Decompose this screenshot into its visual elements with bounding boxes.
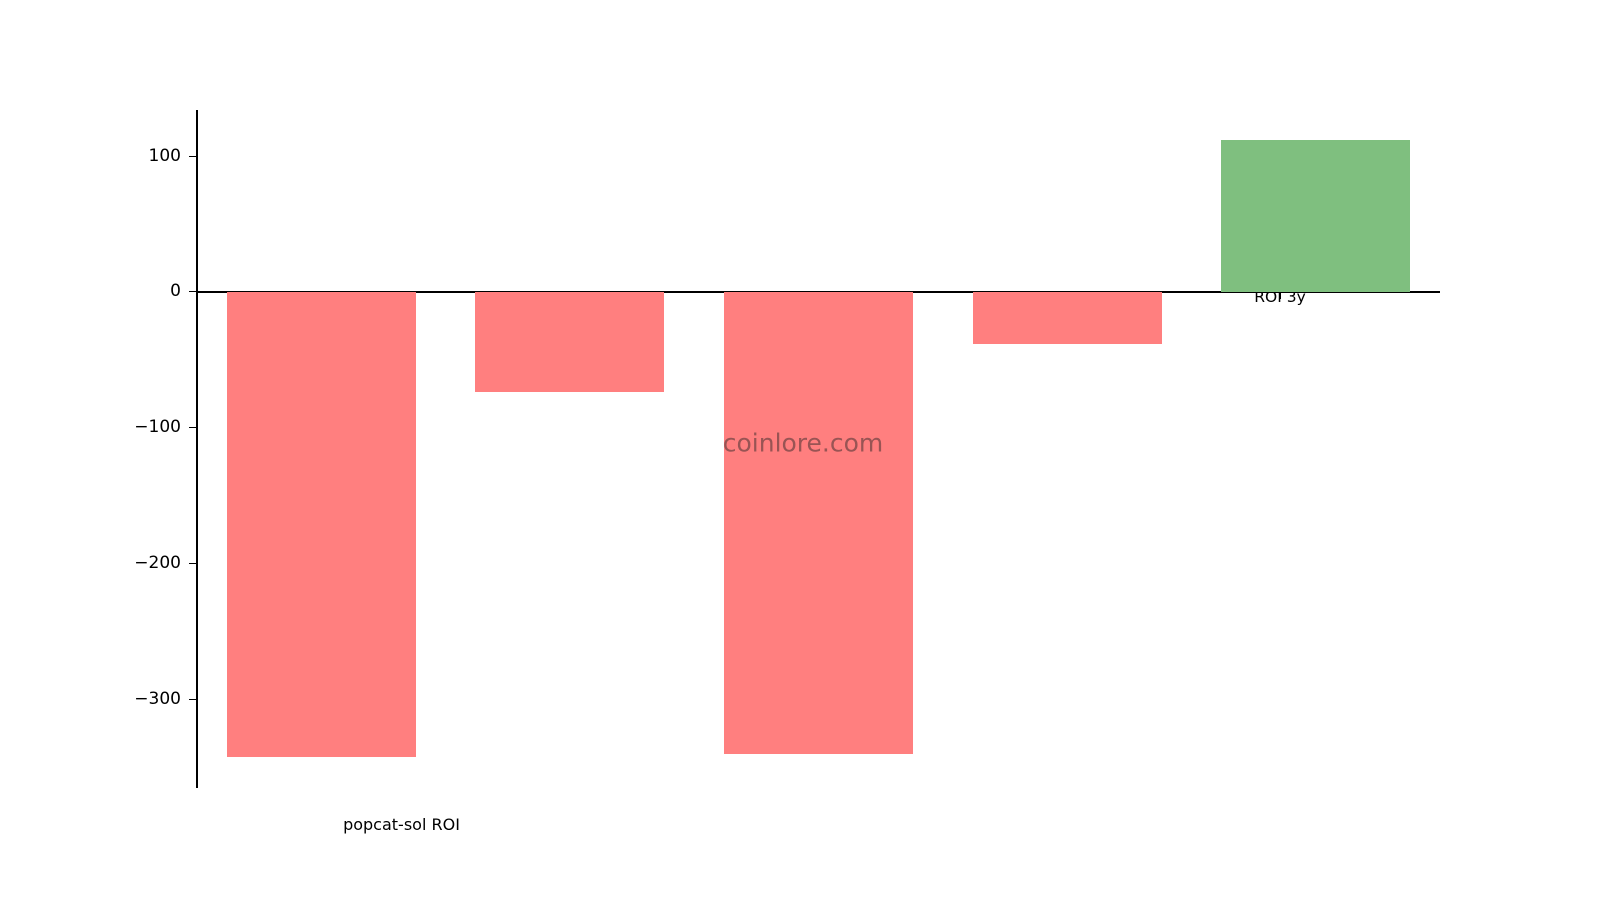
y-tick-label-m100: −100 bbox=[134, 417, 181, 437]
y-tick-mark-m200 bbox=[189, 563, 197, 565]
y-tick-label-0: 0 bbox=[170, 281, 181, 301]
bar-4[interactable] bbox=[1221, 139, 1411, 292]
y-tick-mark-100 bbox=[189, 156, 197, 158]
bar-1[interactable] bbox=[475, 292, 665, 392]
y-tick-mark-m300 bbox=[189, 699, 197, 701]
y-tick-label-m200: −200 bbox=[134, 553, 181, 573]
y-tick-mark-m100 bbox=[189, 427, 197, 429]
x-axis-zero-line bbox=[197, 291, 1440, 293]
x-tick-label-4: ROI 3y bbox=[1254, 288, 1306, 306]
bar-0[interactable] bbox=[226, 292, 416, 758]
bar-3[interactable] bbox=[972, 292, 1162, 344]
y-tick-label-100: 100 bbox=[148, 146, 181, 166]
y-tick-label-m300: −300 bbox=[134, 689, 181, 709]
y-axis-spine bbox=[196, 110, 198, 788]
bar-2[interactable] bbox=[724, 292, 913, 755]
y-tick-mark-0 bbox=[189, 291, 197, 293]
x-axis-label: popcat-sol ROI bbox=[0, 815, 1600, 834]
x-axis-label-text: popcat-sol ROI bbox=[343, 815, 460, 834]
x-tick-mark-4 bbox=[1280, 292, 1282, 299]
